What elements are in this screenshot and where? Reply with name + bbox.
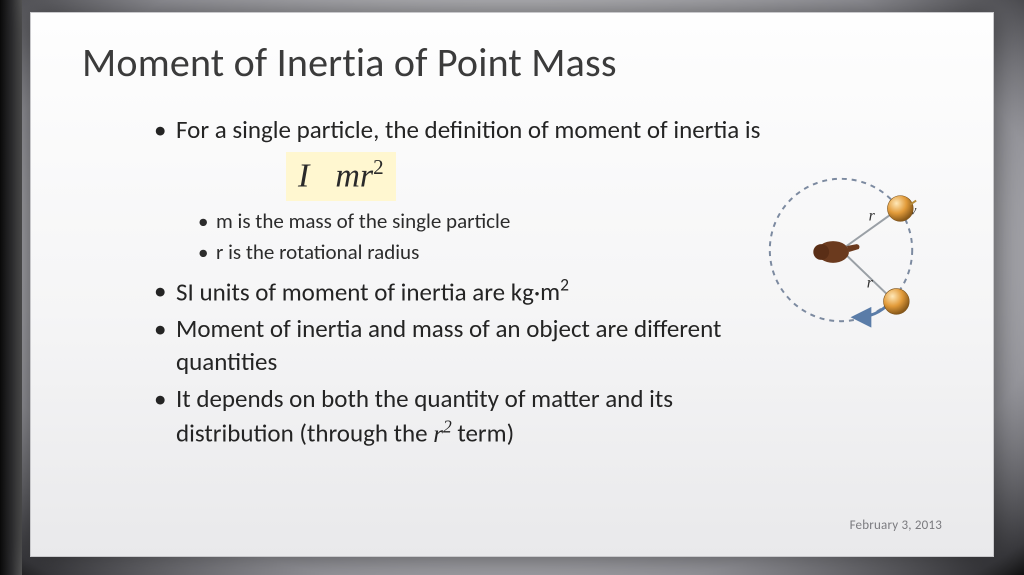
slide: Moment of Inertia of Point Mass For a si…	[30, 12, 994, 557]
sub-list: m is the mass of the single particle r i…	[198, 207, 774, 266]
slide-title: Moment of Inertia of Point Mass	[82, 38, 942, 87]
rotation-diagram: r r v	[752, 161, 930, 339]
bullet-4-pre: It depends on both the quantity of matte…	[176, 383, 673, 448]
formula-block: Imr2	[286, 152, 774, 201]
bullet-4-post: term)	[452, 418, 514, 449]
radius-label-1: r	[869, 207, 876, 224]
formula-exp: 2	[373, 155, 384, 179]
formula: Imr2	[286, 152, 396, 201]
slide-content: For a single particle, the definition of…	[154, 113, 942, 451]
bullet-3: Moment of inertia and mass of an object …	[154, 312, 774, 378]
bullet-1: For a single particle, the definition of…	[154, 113, 774, 266]
hand-icon	[813, 241, 859, 263]
formula-r: r	[360, 157, 373, 194]
formula-I: I	[298, 157, 309, 194]
bullet-2: SI units of moment of inertia are kg·m2	[154, 274, 774, 308]
bullet-1-text: For a single particle, the definition of…	[176, 114, 760, 145]
bullet-2-unit: m	[540, 276, 560, 307]
sub-1: m is the mass of the single particle	[198, 207, 774, 235]
formula-m: m	[335, 157, 360, 194]
bullet-4: It depends on both the quantity of matte…	[154, 382, 774, 450]
mass-ball-top-icon	[887, 196, 913, 222]
radius-label-2: r	[867, 275, 874, 292]
bullet-2-exp: 2	[560, 274, 569, 296]
slide-date: February 3, 2013	[850, 518, 942, 533]
bullet-4-exp: 2	[443, 416, 452, 436]
screen: Moment of Inertia of Point Mass For a si…	[0, 0, 1024, 575]
sub-2: r is the rotational radius	[198, 238, 774, 266]
bezel-left	[0, 0, 22, 575]
mass-ball-bottom-icon	[884, 289, 910, 315]
bullet-4-sym: r	[433, 421, 443, 448]
bullet-2-pre: SI units of moment of inertia are kg	[176, 276, 534, 307]
